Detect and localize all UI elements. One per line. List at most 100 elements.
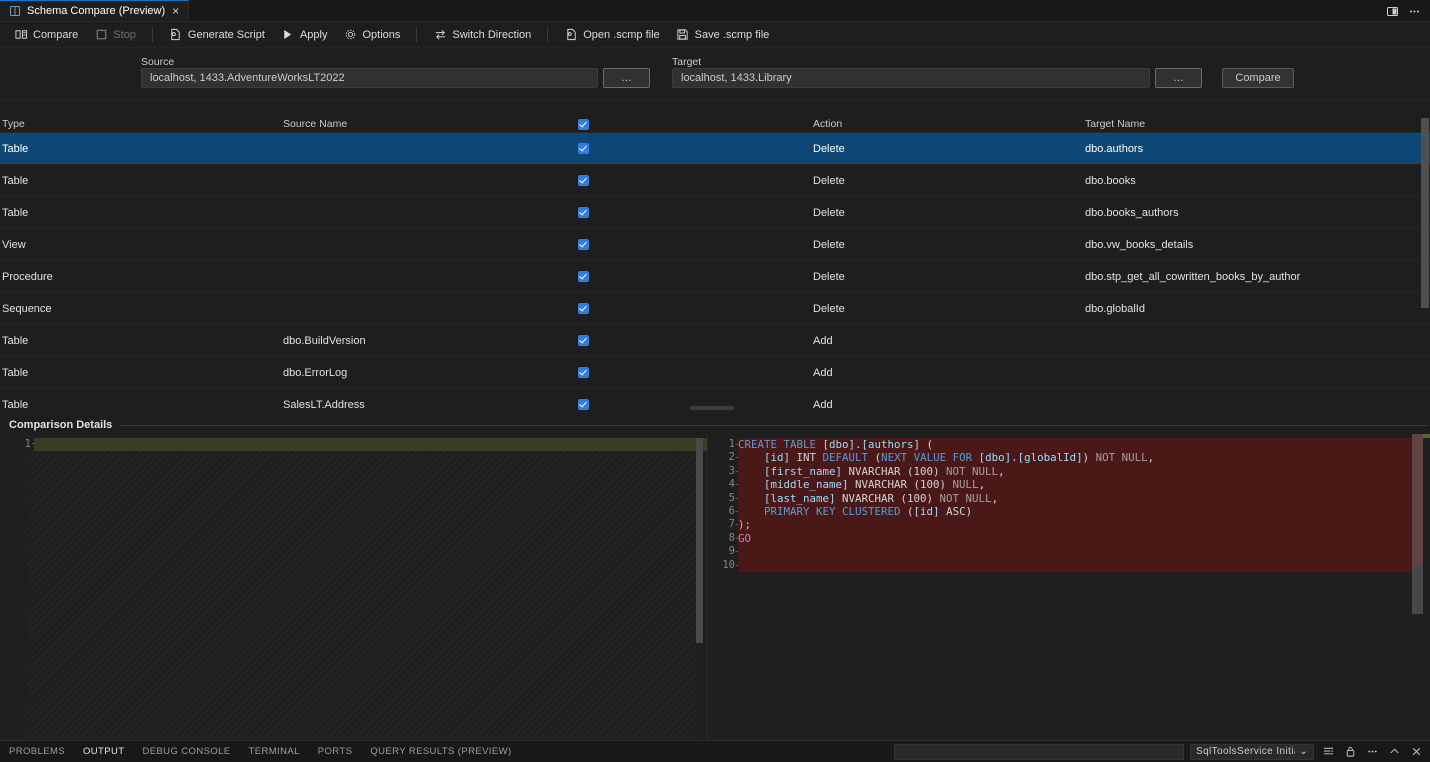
row-include-checkbox[interactable] [578, 335, 589, 346]
switch-direction-button[interactable]: Switch Direction [425, 25, 539, 45]
code-line: ); [738, 518, 1412, 532]
target-browse-button[interactable]: … [1155, 68, 1202, 88]
table-row[interactable]: View Delete dbo.vw_books_details [0, 229, 1430, 261]
save-icon [676, 28, 690, 42]
source-code-content[interactable] [34, 438, 707, 744]
more-actions-icon[interactable] [1364, 744, 1380, 760]
panel-actions: SqlToolsService Initializ ⌄ [894, 743, 1430, 760]
generate-script-button[interactable]: Generate Script [161, 25, 273, 45]
output-channel-select[interactable]: SqlToolsService Initializ ⌄ [1190, 743, 1314, 760]
source-input[interactable]: localhost, 1433.AdventureWorksLT2022 [141, 68, 598, 88]
row-include-checkbox[interactable] [578, 399, 589, 410]
run-compare-button[interactable]: Compare [1222, 68, 1294, 88]
toolbar-separator-2 [416, 27, 418, 42]
table-row[interactable]: Table Delete dbo.books_authors [0, 197, 1430, 229]
target-scrollbar-thumb[interactable] [1412, 434, 1423, 614]
table-row[interactable]: Table Delete dbo.authors [0, 133, 1430, 165]
row-include-checkbox[interactable] [578, 143, 589, 154]
generate-script-label: Generate Script [187, 28, 265, 41]
table-row[interactable]: Table Delete dbo.books [0, 165, 1430, 197]
compare-icon [14, 28, 28, 42]
cell-source-name: SalesLT.Address [283, 398, 365, 411]
stop-button[interactable]: Stop [86, 25, 144, 45]
split-editor-icon[interactable] [1384, 3, 1400, 19]
code-token: ( [900, 504, 914, 518]
source-browse-button[interactable]: … [603, 68, 650, 88]
code-token: , [991, 491, 999, 505]
source-scrollbar-thumb[interactable] [696, 438, 703, 643]
panel-tab-ports[interactable]: PORTS [317, 746, 353, 757]
close-panel-icon[interactable] [1408, 744, 1424, 760]
save-scmp-button[interactable]: Save .scmp file [668, 25, 778, 45]
row-include-checkbox[interactable] [578, 367, 589, 378]
close-icon[interactable]: × [172, 4, 180, 18]
clear-output-icon[interactable] [1320, 744, 1336, 760]
panel-tab-terminal[interactable]: TERMINAL [248, 746, 300, 757]
cell-type: Table [2, 174, 29, 187]
panel-tab-output[interactable]: OUTPUT [74, 741, 133, 762]
options-button[interactable]: Options [335, 25, 408, 45]
open-scmp-button[interactable]: Open .scmp file [556, 25, 667, 45]
code-line: PRIMARY KEY CLUSTERED ([id] ASC) [738, 504, 1412, 519]
code-token: NULL [946, 478, 979, 492]
row-include-checkbox[interactable] [578, 175, 589, 186]
grid-scrollbar-thumb[interactable] [1421, 118, 1429, 308]
diff-editor: 1+ 1–2–3–4–5–6–7–8–9–10– CREATE TABLE [d… [0, 434, 1430, 744]
row-include-checkbox[interactable] [578, 271, 589, 282]
panel-tab-debug-console[interactable]: DEBUG CONSOLE [142, 746, 231, 757]
cell-include [555, 399, 813, 410]
panel-tab-problems[interactable]: PROBLEMS [9, 746, 65, 757]
code-token: ) [1082, 451, 1090, 465]
row-include-checkbox[interactable] [578, 303, 589, 314]
diff-pane-target[interactable]: 1–2–3–4–5–6–7–8–9–10– CREATE TABLE [dbo]… [708, 434, 1430, 744]
table-row[interactable]: Table dbo.BuildVersion Add [0, 325, 1430, 357]
column-header-include [555, 118, 813, 130]
table-row[interactable]: Table dbo.ErrorLog Add [0, 357, 1430, 389]
code-token: NVARCHAR (100) [842, 464, 940, 478]
cell-type: Procedure [2, 270, 53, 283]
cell-include [555, 143, 813, 154]
line-number: 3– [728, 464, 742, 477]
code-token: NOT NULL [1089, 451, 1148, 465]
target-input[interactable]: localhost, 1433.Library [672, 68, 1150, 88]
code-token: , [1147, 451, 1155, 465]
grid-header-row: Type Source Name Action Target Name [0, 116, 1430, 133]
code-token: , [978, 478, 986, 492]
output-filter-input[interactable] [894, 743, 1184, 760]
switch-direction-icon [433, 28, 447, 42]
cell-type: Table [2, 398, 29, 411]
code-token: [last_name] [764, 491, 836, 505]
cell-action: Delete [813, 206, 845, 219]
more-actions-icon[interactable] [1406, 3, 1422, 19]
table-row[interactable]: Table SalesLT.Address Add [0, 389, 1430, 412]
generate-script-icon [169, 28, 183, 42]
column-header-type[interactable]: Type [2, 118, 25, 130]
apply-button-label: Apply [299, 28, 328, 41]
options-button-label: Options [362, 28, 401, 41]
panel-tab-query-results-preview[interactable]: QUERY RESULTS (PREVIEW) [370, 746, 512, 757]
code-line [738, 545, 1412, 559]
maximize-panel-icon[interactable] [1386, 744, 1402, 760]
comparison-details-header: Comparison Details [0, 416, 1430, 434]
select-all-checkbox[interactable] [578, 118, 589, 130]
column-header-source-name[interactable]: Source Name [283, 118, 348, 130]
target-code-content[interactable]: CREATE TABLE [dbo].[authors] ( [id] INT … [738, 438, 1412, 744]
table-row[interactable]: Procedure Delete dbo.stp_get_all_cowritten… [0, 261, 1430, 293]
comparison-details-title: Comparison Details [9, 419, 113, 431]
code-token [738, 505, 764, 518]
compare-button[interactable]: Compare [6, 25, 86, 45]
row-include-checkbox[interactable] [578, 207, 589, 218]
grid-vertical-scrollbar[interactable] [1420, 116, 1430, 412]
row-include-checkbox[interactable] [578, 239, 589, 250]
cell-type: Table [2, 142, 29, 155]
grid-body[interactable]: Table Delete dbo.authors Table Delete dbo.boo… [0, 133, 1430, 412]
column-header-action[interactable]: Action [813, 118, 843, 130]
apply-button[interactable]: Apply [273, 25, 336, 45]
table-row[interactable]: Sequence Delete dbo.globalId [0, 293, 1430, 325]
tab-schema-compare[interactable]: Schema Compare (Preview) × [0, 0, 190, 21]
panel-splitter-handle[interactable] [690, 406, 734, 410]
column-header-target-name[interactable]: Target Name [1085, 118, 1146, 130]
lock-scroll-icon[interactable] [1342, 744, 1358, 760]
target-overview-ruler[interactable] [1412, 434, 1430, 744]
diff-pane-source[interactable]: 1+ [0, 434, 708, 744]
